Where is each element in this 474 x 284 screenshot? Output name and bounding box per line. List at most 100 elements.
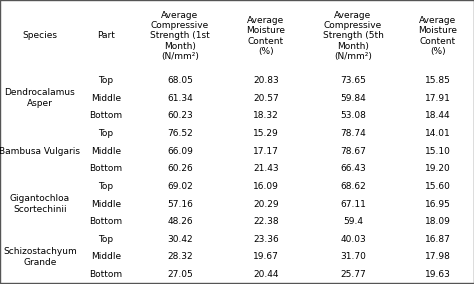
Bar [228, 89, 304, 107]
Text: 21.43: 21.43 [253, 164, 279, 173]
Text: 18.32: 18.32 [253, 112, 279, 120]
Bar [80, 107, 132, 125]
Bar [304, 178, 402, 195]
Text: 40.03: 40.03 [340, 235, 366, 244]
Bar [402, 160, 474, 178]
Bar [132, 213, 228, 230]
Bar [228, 266, 304, 283]
Text: Middle: Middle [91, 199, 121, 208]
Text: 53.08: 53.08 [340, 112, 366, 120]
Text: 68.62: 68.62 [340, 182, 366, 191]
Bar [402, 125, 474, 142]
Bar [132, 72, 228, 89]
Text: Bottom: Bottom [90, 164, 123, 173]
Bar [80, 178, 132, 195]
Text: 20.29: 20.29 [253, 199, 279, 208]
Text: 27.05: 27.05 [167, 270, 193, 279]
Bar [304, 195, 402, 213]
Text: 16.09: 16.09 [253, 182, 279, 191]
Bar [132, 0, 228, 72]
Bar [304, 142, 402, 160]
Bar [304, 248, 402, 266]
Bar [132, 195, 228, 213]
Text: Top: Top [99, 129, 114, 138]
Bar [80, 213, 132, 230]
Text: Middle: Middle [91, 252, 121, 261]
Bar [228, 160, 304, 178]
Text: 17.98: 17.98 [425, 252, 451, 261]
Bar [402, 266, 474, 283]
Text: 19.20: 19.20 [425, 164, 451, 173]
Text: 59.4: 59.4 [343, 217, 363, 226]
Text: 14.01: 14.01 [425, 129, 451, 138]
Text: 17.17: 17.17 [253, 147, 279, 156]
Bar [132, 266, 228, 283]
Bar [80, 230, 132, 248]
Text: Average
Moisture
Content
(%): Average Moisture Content (%) [246, 16, 285, 56]
Bar [80, 125, 132, 142]
Text: 59.84: 59.84 [340, 94, 366, 103]
Bar [132, 178, 228, 195]
Bar [132, 125, 228, 142]
Text: 60.26: 60.26 [167, 164, 193, 173]
Text: Species: Species [22, 32, 57, 41]
Text: Average
Moisture
Content
(%): Average Moisture Content (%) [419, 16, 457, 56]
Text: Top: Top [99, 235, 114, 244]
Bar [0, 230, 80, 283]
Bar [304, 107, 402, 125]
Bar [228, 107, 304, 125]
Text: Bottom: Bottom [90, 112, 123, 120]
Text: Middle: Middle [91, 94, 121, 103]
Text: 78.67: 78.67 [340, 147, 366, 156]
Bar [402, 213, 474, 230]
Bar [304, 160, 402, 178]
Text: 28.32: 28.32 [167, 252, 193, 261]
Bar [132, 160, 228, 178]
Text: Average
Compressive
Strength (5th
Month)
(N/mm²): Average Compressive Strength (5th Month)… [323, 11, 383, 61]
Bar [228, 0, 304, 72]
Text: Bottom: Bottom [90, 217, 123, 226]
Bar [228, 195, 304, 213]
Bar [304, 230, 402, 248]
Text: 19.63: 19.63 [425, 270, 451, 279]
Text: 20.83: 20.83 [253, 76, 279, 85]
Text: 15.85: 15.85 [425, 76, 451, 85]
Text: 57.16: 57.16 [167, 199, 193, 208]
Text: 25.77: 25.77 [340, 270, 366, 279]
Bar [304, 0, 402, 72]
Bar [80, 142, 132, 160]
Text: 76.52: 76.52 [167, 129, 193, 138]
Bar [228, 248, 304, 266]
Bar [304, 266, 402, 283]
Bar [0, 72, 80, 125]
Text: 15.10: 15.10 [425, 147, 451, 156]
Bar [80, 0, 132, 72]
Bar [80, 72, 132, 89]
Text: 68.05: 68.05 [167, 76, 193, 85]
Text: 73.65: 73.65 [340, 76, 366, 85]
Text: 19.67: 19.67 [253, 252, 279, 261]
Bar [228, 213, 304, 230]
Text: 16.95: 16.95 [425, 199, 451, 208]
Bar [228, 230, 304, 248]
Bar [132, 89, 228, 107]
Bar [80, 266, 132, 283]
Text: 16.87: 16.87 [425, 235, 451, 244]
Text: 15.60: 15.60 [425, 182, 451, 191]
Bar [228, 178, 304, 195]
Bar [304, 89, 402, 107]
Bar [0, 178, 80, 230]
Bar [132, 107, 228, 125]
Text: 78.74: 78.74 [340, 129, 366, 138]
Bar [402, 230, 474, 248]
Bar [80, 248, 132, 266]
Text: 66.43: 66.43 [340, 164, 366, 173]
Bar [132, 142, 228, 160]
Bar [304, 125, 402, 142]
Text: Bambusa Vulgaris: Bambusa Vulgaris [0, 147, 81, 156]
Text: 18.44: 18.44 [425, 112, 451, 120]
Text: Gigantochloa
Scortechinii: Gigantochloa Scortechinii [10, 194, 70, 214]
Bar [402, 72, 474, 89]
Text: Part: Part [97, 32, 115, 41]
Bar [402, 178, 474, 195]
